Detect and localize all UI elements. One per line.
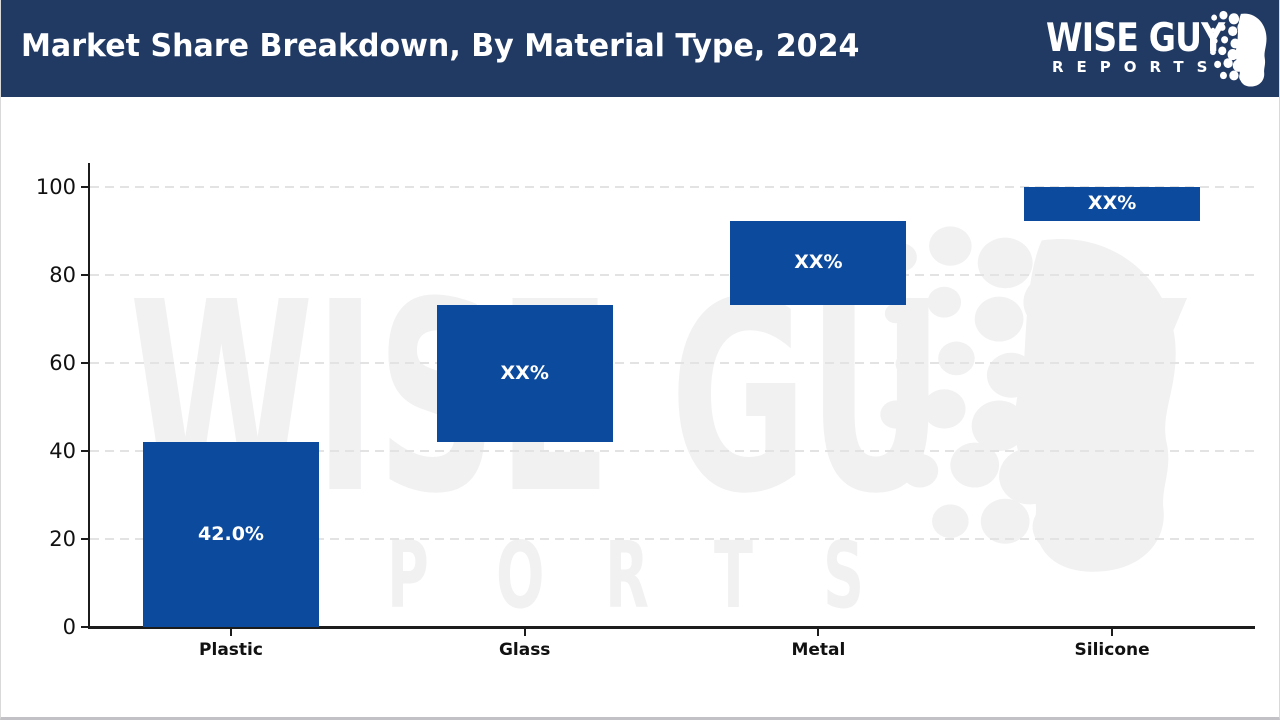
bar-plastic: 42.0% bbox=[143, 442, 319, 627]
y-tick-label: 100 bbox=[35, 175, 76, 199]
y-tick-label: 0 bbox=[62, 615, 76, 639]
y-tick-label: 40 bbox=[49, 439, 76, 463]
logo-subtitle: REPORTS bbox=[1052, 58, 1221, 76]
watermark-letter: T bbox=[714, 522, 753, 629]
y-tick-label: 60 bbox=[49, 351, 76, 375]
x-tick-label-metal: Metal bbox=[791, 640, 846, 660]
bar-value-label: XX% bbox=[1087, 192, 1137, 215]
x-tick-mark bbox=[230, 629, 232, 636]
y-tick-mark bbox=[81, 538, 88, 540]
bar-metal: XX% bbox=[730, 220, 907, 305]
x-tick-mark bbox=[523, 629, 526, 636]
x-tick-label-silicone: Silicone bbox=[1074, 640, 1150, 660]
x-tick-mark bbox=[817, 629, 820, 636]
bar-value-label: 42.0% bbox=[198, 523, 264, 546]
y-tick-mark bbox=[81, 274, 88, 276]
chart-title: Market Share Breakdown, By Material Type… bbox=[21, 28, 860, 64]
y-tick-mark bbox=[81, 186, 88, 188]
header-bar: Market Share Breakdown, By Material Type… bbox=[1, 0, 1279, 97]
gridline bbox=[90, 186, 1255, 188]
bar-silicone: XX% bbox=[1024, 187, 1201, 221]
y-tick-label: 20 bbox=[49, 527, 76, 551]
x-tick-label-plastic: Plastic bbox=[199, 640, 263, 660]
dotted-face-profile-icon bbox=[1210, 10, 1267, 87]
x-axis-line bbox=[88, 626, 1255, 629]
x-tick-label-glass: Glass bbox=[498, 640, 551, 660]
watermark-letter: R bbox=[605, 522, 649, 629]
y-tick-mark bbox=[81, 450, 88, 452]
y-tick-label: 80 bbox=[49, 263, 76, 287]
bar-glass: XX% bbox=[436, 304, 613, 443]
watermark-letter: S bbox=[823, 522, 865, 629]
gridline bbox=[90, 538, 1255, 540]
watermark-letter: P bbox=[387, 522, 429, 629]
x-tick-mark bbox=[1111, 629, 1114, 636]
gridline bbox=[90, 450, 1255, 452]
bar-value-label: XX% bbox=[794, 251, 843, 274]
y-axis-line bbox=[88, 163, 90, 629]
dotted-face-profile-watermark-icon bbox=[880, 226, 1176, 572]
watermark-letter: O bbox=[496, 522, 545, 629]
logo-wordmark: WISE GUY bbox=[1046, 16, 1225, 61]
gridline bbox=[90, 274, 1255, 276]
y-tick-mark bbox=[81, 362, 88, 364]
bar-value-label: XX% bbox=[500, 362, 549, 385]
gridline bbox=[90, 362, 1255, 364]
y-tick-mark bbox=[81, 626, 88, 628]
